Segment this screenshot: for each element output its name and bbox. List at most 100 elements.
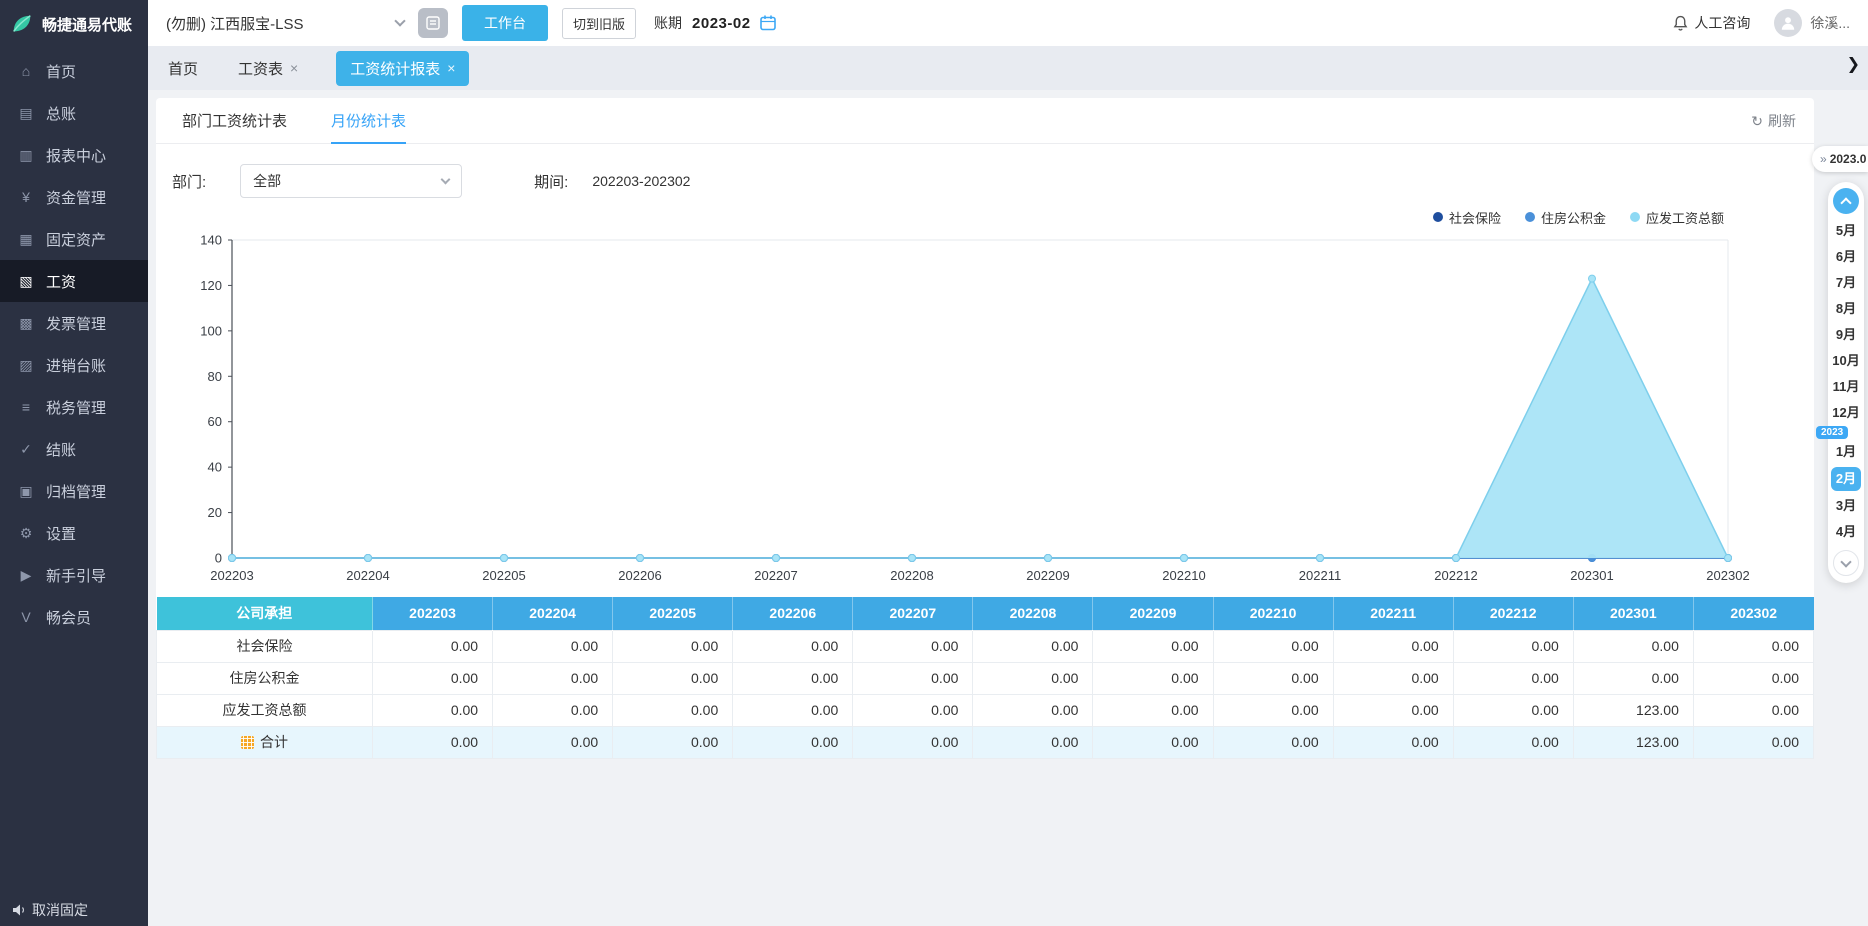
scroll-up-button[interactable]: [1833, 188, 1859, 214]
table-header-month: 202204: [492, 597, 614, 630]
summary-table-body: 社会保险 0.00 0.00 0.00 0.00 0.00 0.00 0.00 0.00 0.00…: [156, 629, 1815, 759]
table-header-company: 公司承担: [156, 597, 373, 630]
tab-home[interactable]: 首页: [166, 51, 200, 86]
calculator-icon: [241, 736, 254, 749]
table-cell: 0.00: [1692, 661, 1815, 695]
tab-salary-sheet[interactable]: 工资表 ×: [236, 51, 300, 86]
department-select[interactable]: 全部: [240, 164, 463, 198]
sidebar-item-settings[interactable]: ⚙ 设置: [0, 512, 148, 554]
refresh-icon: ↻: [1751, 112, 1763, 129]
bell-icon: [1673, 15, 1688, 31]
table-cell: 0.00: [732, 629, 854, 663]
sidebar-item-member[interactable]: V 畅会员: [0, 596, 148, 638]
sidebar-item-archive-management[interactable]: ▣ 归档管理: [0, 470, 148, 512]
sidebar-item-closing[interactable]: ✓ 结账: [0, 428, 148, 470]
month-item[interactable]: 2月: [1831, 467, 1861, 491]
chevron-down-icon: [394, 15, 406, 27]
sidebar-item-invoice-management[interactable]: ▩ 发票管理: [0, 302, 148, 344]
sidebar-item-beginner-guide[interactable]: ▶ 新手引导: [0, 554, 148, 596]
legend-label: 住房公积金: [1540, 210, 1606, 226]
month-item[interactable]: 9月: [1835, 327, 1857, 342]
table-header-month: 202301: [1573, 597, 1694, 630]
table-cell: 0.00: [1332, 725, 1454, 759]
table-cell: 0.00: [1332, 661, 1454, 695]
svg-text:202211: 202211: [1299, 568, 1341, 583]
company-selector[interactable]: (勿删) 江西服宝-LSS: [166, 13, 406, 34]
svg-text:60: 60: [208, 414, 222, 429]
table-row-gross-salary: 应发工资总额 0.00 0.00 0.00 0.00 0.00 0.00 0.00 0.00 0.…: [156, 693, 1815, 727]
app-title: 畅捷通易代账: [42, 16, 133, 34]
table-cell: 0.00: [1452, 629, 1574, 663]
sidebar-item-label: 税务管理: [46, 399, 107, 417]
tab-salary-report[interactable]: 工资统计报表 ×: [336, 50, 470, 86]
sidebar-item-fund-management[interactable]: ¥ 资金管理: [0, 176, 148, 218]
month-item[interactable]: 3月: [1835, 498, 1857, 513]
legend-dot: [1524, 212, 1535, 222]
period-panel-title: 2023.0: [1829, 152, 1867, 166]
month-item[interactable]: 7月: [1835, 275, 1857, 290]
notes-button[interactable]: [418, 8, 448, 38]
table-cell: 0.00: [612, 629, 734, 663]
sidebar-item-label: 进销台账: [46, 357, 107, 375]
summary-table: 公司承担 202203 202204 202205 202206 202207 202208…: [156, 597, 1815, 759]
sidebar-item-label: 工资: [46, 273, 77, 291]
month-item[interactable]: 1月: [1835, 444, 1857, 459]
sidebar-item-fixed-assets[interactable]: ▦ 固定资产: [0, 218, 148, 260]
filter-row: 部门: 全部 期间: 202203-202302: [156, 144, 1814, 204]
period-label: 账期: [654, 15, 683, 31]
legend-item[interactable]: 应发工资总额: [1629, 208, 1724, 227]
svg-text:40: 40: [208, 460, 222, 475]
table-cell: 0.00: [1572, 629, 1694, 663]
legend-item[interactable]: 社会保险: [1432, 208, 1501, 227]
month-item[interactable]: 12月: [1832, 405, 1860, 420]
sidebar-item-tax-management[interactable]: ≡ 税务管理: [0, 386, 148, 428]
month-item[interactable]: 6月: [1835, 249, 1857, 264]
subtab-department-salary[interactable]: 部门工资统计表: [182, 112, 288, 130]
scroll-down-button[interactable]: [1833, 550, 1859, 576]
sidebar-item-label: 固定资产: [46, 231, 107, 249]
subtab-monthly-salary[interactable]: 月份统计表: [331, 98, 407, 144]
company-name: (勿删) 江西服宝-LSS: [166, 15, 304, 33]
person-icon: [1782, 17, 1795, 30]
table-cell: 0.00: [371, 661, 494, 695]
sidebar-item-label: 总账: [46, 105, 77, 123]
legend-item[interactable]: 住房公积金: [1524, 208, 1606, 227]
range-value: 202203-202302: [592, 173, 691, 189]
table-header-month: 202210: [1213, 597, 1334, 630]
closing-icon: ✓: [20, 440, 32, 457]
svg-text:202207: 202207: [754, 568, 797, 583]
month-item[interactable]: 5月: [1835, 223, 1857, 238]
sidebar-item-purchase-sales-ledger[interactable]: ▨ 进销台账: [0, 344, 148, 386]
document-icon: [426, 16, 440, 30]
month-item[interactable]: 11月: [1832, 379, 1860, 394]
month-item[interactable]: 10月: [1832, 353, 1860, 368]
sidebar-item-general-ledger[interactable]: ▤ 总账: [0, 92, 148, 134]
expand-panel-icon[interactable]: ❯: [1846, 56, 1860, 73]
close-tab-icon[interactable]: ×: [447, 60, 456, 76]
svg-text:140: 140: [200, 233, 222, 248]
month-item[interactable]: 4月: [1835, 524, 1857, 539]
calendar-icon[interactable]: [759, 14, 777, 32]
table-row-social-insurance: 社会保险 0.00 0.00 0.00 0.00 0.00 0.00 0.00 0.00 0.00…: [156, 629, 1815, 663]
purchase-sales-ledger-icon: ▨: [19, 356, 33, 373]
workbench-button[interactable]: 工作台: [462, 5, 548, 41]
month-item[interactable]: 8月: [1835, 301, 1857, 316]
switch-old-version-button[interactable]: 切到旧版: [562, 7, 637, 39]
consult-button[interactable]: 人工咨询: [1672, 13, 1750, 33]
table-cell: 0.00: [371, 629, 494, 663]
svg-text:202209: 202209: [1026, 568, 1069, 583]
avatar[interactable]: [1774, 9, 1803, 37]
sidebar-item-report-center[interactable]: ▥ 报表中心: [0, 134, 148, 176]
tab-label: 首页: [168, 60, 199, 78]
svg-text:80: 80: [208, 369, 222, 384]
unpin-sidebar-button[interactable]: 取消固定: [12, 900, 88, 920]
close-tab-icon[interactable]: ×: [290, 60, 299, 76]
settings-icon: ⚙: [19, 524, 33, 541]
table-cell: 0.00: [972, 725, 1094, 759]
refresh-button[interactable]: ↻ 刷新: [1751, 111, 1796, 131]
period-panel-handle[interactable]: » 2023.0: [1812, 146, 1868, 172]
table-header-month: 202211: [1333, 597, 1454, 630]
sidebar-item-home[interactable]: ⌂ 首页: [0, 50, 148, 92]
sidebar-item-salary[interactable]: ▧ 工资: [0, 260, 148, 302]
